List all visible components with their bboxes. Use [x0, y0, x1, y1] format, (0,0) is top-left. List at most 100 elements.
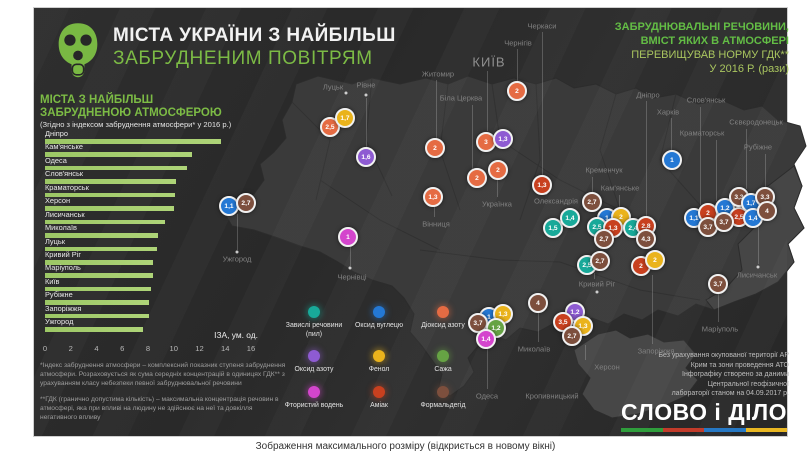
map-city-label: Харків [656, 107, 680, 117]
map-city-label: Ужгород [222, 254, 252, 264]
leader-line [594, 273, 595, 279]
legend-label: Фенол [368, 366, 390, 373]
city-anchor-dot [364, 93, 368, 97]
map-city-label: Кременчук [585, 165, 623, 175]
map-city-label: Біла Церква [439, 93, 483, 103]
pollutant-dot: 1,6 [356, 147, 376, 167]
x-tick: 12 [195, 344, 204, 353]
bar-row: Луцьк [45, 237, 251, 252]
legend-dot [308, 385, 320, 398]
leader-line [592, 177, 593, 193]
city-bar [45, 206, 174, 211]
bar-city-label: Запоріжжя [45, 303, 82, 313]
leader-line [765, 154, 766, 189]
bar-city-label: Київ [45, 276, 60, 286]
city-bar [45, 219, 165, 225]
bar-city-label: Ужгород [45, 317, 74, 327]
source-note-line: Без урахування окупованої території АР [658, 352, 789, 359]
pollutant-dot: 1,4 [560, 208, 580, 228]
legend-item: Оксид вуглецю [351, 306, 407, 339]
legend-label: Формальдегід [420, 401, 466, 409]
leader-line [436, 80, 437, 139]
pollutant-dot: 4 [757, 201, 777, 221]
leader-line [350, 247, 351, 266]
map-city-label: Чернівці [337, 272, 367, 282]
pollutant-dot: 2,7 [594, 229, 614, 249]
chart-header-line2: ЗАБРУДНЕНОЮ АТМОСФЕРОЮ [40, 107, 222, 119]
city-bar [45, 192, 176, 198]
map-city-label: Сєвєродонецьк [729, 117, 783, 127]
legend-item: Фенол [351, 350, 407, 375]
source-note-line: Крим та зони проведення АТО [690, 361, 789, 369]
legend-dot [373, 350, 385, 362]
pollutant-dot: 2,7 [562, 326, 582, 346]
city-bar [45, 259, 154, 265]
logo-bar-segment [704, 428, 746, 432]
city-anchor-dot [344, 91, 348, 95]
legend-label: Фтористий водень [284, 401, 344, 409]
map-city-label: Чернігів [504, 38, 532, 48]
bar-row: Рубіжне [45, 291, 251, 305]
leader-line [542, 32, 543, 176]
map-city-label: Житомир [421, 69, 455, 79]
bar-row: Ужгород [45, 317, 251, 332]
leader-line [487, 71, 488, 131]
city-bar [45, 139, 222, 144]
map-city-label: Запоріжжя [637, 346, 675, 356]
logo-bar-segment [745, 428, 788, 432]
pollutant-dot: 2,7 [582, 192, 602, 212]
bar-chart-rows: Дніпро Кам'янське Одеса Слов'янськ Краматорс… [45, 130, 251, 332]
leader-line [517, 49, 518, 82]
city-bar [45, 179, 177, 184]
map-city-label: Кам'янське [600, 183, 640, 193]
map-city-label: Українка [482, 199, 512, 209]
caption-link[interactable]: Зображення максимального розміру (відкри… [255, 441, 556, 452]
occupied-donbas-region [705, 165, 805, 311]
legend-dot [437, 350, 449, 362]
x-axis-ticks: 0 2 4 6 8 10 12 14 16 [0, 344, 320, 354]
pollutant-dot: 3,7 [714, 212, 734, 232]
bar-city-label: Маріуполь [45, 263, 81, 273]
map-city-label: Рівне [356, 80, 376, 90]
source-note: Без урахування окупованої території АР Кр… [599, 351, 789, 399]
crimea-region [573, 329, 699, 419]
legend-label: Сажа [434, 366, 452, 373]
city-bar [45, 286, 151, 292]
x-tick: 8 [145, 344, 151, 353]
bar-row: Дніпро [45, 130, 251, 144]
city-bar [45, 327, 143, 332]
pollutant-dot: 4 [528, 293, 548, 313]
legend-item: Формальдегід [411, 385, 475, 411]
pollutant-dot: 1,4 [476, 329, 496, 349]
pollutant-dot: 2 [507, 81, 527, 101]
bar-city-label: Одеса [45, 155, 67, 165]
leader-line [619, 195, 620, 209]
source-note-line: Інфографіку створено за даними [682, 371, 789, 379]
city-anchor-dot [348, 266, 352, 270]
leader-line [718, 293, 719, 322]
leader-line [716, 140, 717, 201]
chart-header: МІСТА З НАЙБІЛЬШ ЗАБРУДНЕНОЮ АТМОСФЕРОЮ [40, 94, 222, 120]
pollutant-dot: 1 [662, 150, 682, 170]
footnote: **ГДК (гранично допустима кількість) – м… [40, 396, 279, 421]
legend-dot [308, 350, 320, 362]
logo-color-bar [621, 428, 788, 432]
map-city-label: КИЇВ [472, 54, 506, 70]
map-city-label: Рубіжне [743, 142, 773, 152]
pollutants-note-line: ЗАБРУДНЮВАЛЬНІ РЕЧОВИНИ, [614, 21, 789, 33]
legend-label: Діоксид азоту [421, 322, 465, 329]
city-anchor-dot [235, 250, 239, 254]
bar-row: Кам'янське [45, 143, 251, 158]
bar-row: Херсон [45, 197, 251, 211]
bar-row: Краматорськ [45, 183, 251, 198]
bar-city-label: Миколаїв [45, 223, 77, 233]
pollutant-dot: 1,2 [486, 318, 506, 338]
legend-dot [308, 306, 320, 318]
footnotes: *Індекс забруднення атмосфери – комплекс… [40, 361, 288, 429]
bar-row: Кривий Ріг [45, 250, 251, 265]
logo-bar-segment [621, 428, 663, 432]
source-note-line: лабораторії станом на 04.09.2017 р. [671, 390, 789, 398]
pollutant-dot: 2 [488, 160, 508, 180]
legend-item: Аміак [351, 385, 407, 411]
pollutant-dot: 2,7 [590, 251, 610, 271]
